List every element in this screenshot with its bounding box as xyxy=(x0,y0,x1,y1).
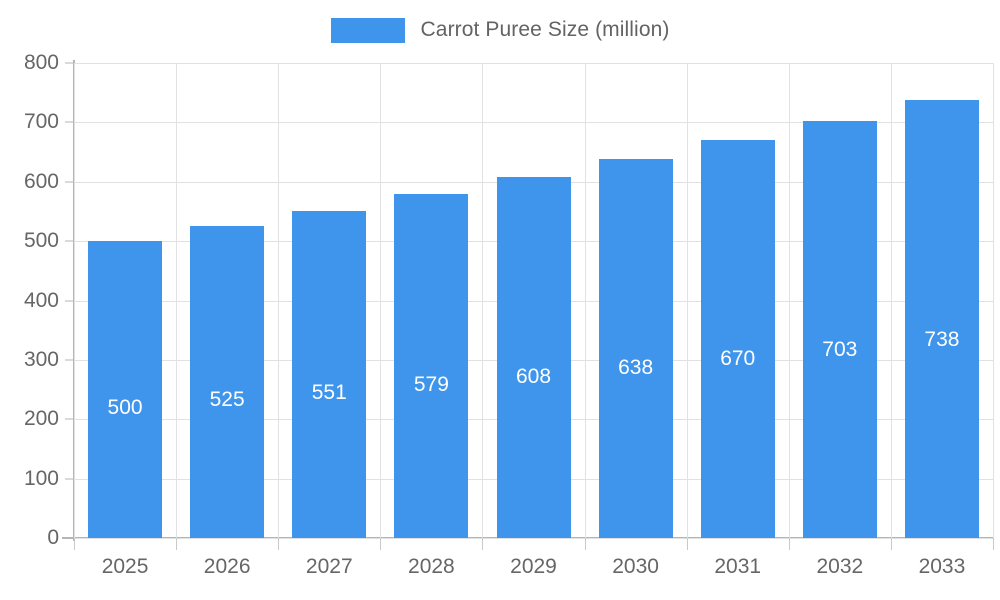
bar[interactable] xyxy=(88,241,163,538)
bar[interactable] xyxy=(292,210,367,538)
x-tick-label: 2025 xyxy=(101,555,149,578)
bar-value-label: 608 xyxy=(515,364,552,388)
gridline-vertical xyxy=(789,63,790,538)
x-tick-label: 2031 xyxy=(714,555,762,578)
x-tick-label: 2029 xyxy=(510,555,557,578)
y-tick-label: 700 xyxy=(23,110,59,134)
bar-value-label: 525 xyxy=(209,388,245,412)
y-tick-label: 800 xyxy=(23,51,59,74)
bar[interactable] xyxy=(700,140,775,538)
y-tick-label: 100 xyxy=(23,466,59,490)
gridline-vertical xyxy=(278,63,279,538)
gridline-vertical xyxy=(74,63,75,538)
y-tick-label: 400 xyxy=(23,288,59,312)
x-tick-label: 2030 xyxy=(612,555,659,578)
y-tick-label: 300 xyxy=(23,347,59,371)
y-tick-mark xyxy=(65,240,74,242)
chart-legend: Carrot Puree Size (million) xyxy=(0,10,1000,50)
x-tick-mark xyxy=(482,538,483,550)
x-tick-mark xyxy=(278,538,279,550)
y-tick-mark xyxy=(65,418,74,420)
bar[interactable] xyxy=(598,159,673,538)
bar-value-label: 670 xyxy=(720,347,756,371)
y-tick-mark xyxy=(65,62,74,64)
legend-item-carrot-puree-size[interactable]: Carrot Puree Size (million) xyxy=(330,17,670,43)
y-tick-label: 0 xyxy=(47,526,59,549)
x-tick-label: 2028 xyxy=(408,555,455,578)
bar-value-label: 738 xyxy=(924,327,960,351)
bar-value-label: 500 xyxy=(107,395,143,419)
x-tick-mark xyxy=(585,538,586,550)
x-tick-label: 2032 xyxy=(816,555,864,578)
x-tick-label: 2027 xyxy=(305,555,353,578)
gridline-vertical xyxy=(891,63,892,538)
bar[interactable] xyxy=(394,194,469,538)
y-tick-mark xyxy=(65,300,74,301)
x-tick-mark xyxy=(380,538,381,550)
gridline-vertical xyxy=(380,63,381,538)
x-tick-label: 2026 xyxy=(203,555,251,578)
bar-value-label: 638 xyxy=(618,356,654,380)
gridline-vertical xyxy=(585,63,586,538)
bar[interactable] xyxy=(802,120,877,538)
x-tick-mark xyxy=(789,538,790,550)
legend-swatch-icon xyxy=(330,17,405,43)
bar[interactable] xyxy=(496,177,571,538)
x-tick-mark xyxy=(74,538,75,550)
x-tick-mark xyxy=(993,538,994,550)
y-tick-mark xyxy=(65,121,74,123)
x-tick-mark xyxy=(687,538,688,550)
x-tick-mark xyxy=(176,538,177,550)
bar-value-label: 703 xyxy=(822,337,858,361)
y-tick-label: 500 xyxy=(23,229,59,253)
y-tick-mark xyxy=(65,537,74,539)
x-tick-mark xyxy=(891,538,892,550)
y-tick-label: 200 xyxy=(23,407,59,431)
bar[interactable] xyxy=(904,99,979,538)
legend-label: Carrot Puree Size (million) xyxy=(420,18,670,41)
gridline-vertical xyxy=(687,63,688,538)
bar[interactable] xyxy=(190,226,265,538)
gridline-vertical xyxy=(993,63,994,538)
gridline-vertical xyxy=(176,63,177,538)
y-tick-label: 600 xyxy=(23,169,59,193)
bar-value-label: 551 xyxy=(311,380,347,404)
y-tick-mark xyxy=(65,359,74,361)
plot-area: 0 100 200 300 400 500 600 700 800 2025 2026 2027 20… xyxy=(24,51,994,578)
gridline-horizontal xyxy=(74,122,993,124)
y-tick-mark xyxy=(65,181,74,183)
y-tick-mark xyxy=(65,478,74,480)
gridline-vertical xyxy=(482,63,483,538)
bar-value-label: 579 xyxy=(413,372,449,396)
gridline-horizontal xyxy=(74,538,993,539)
gridline-horizontal xyxy=(74,63,993,64)
x-tick-label: 2033 xyxy=(918,555,966,578)
